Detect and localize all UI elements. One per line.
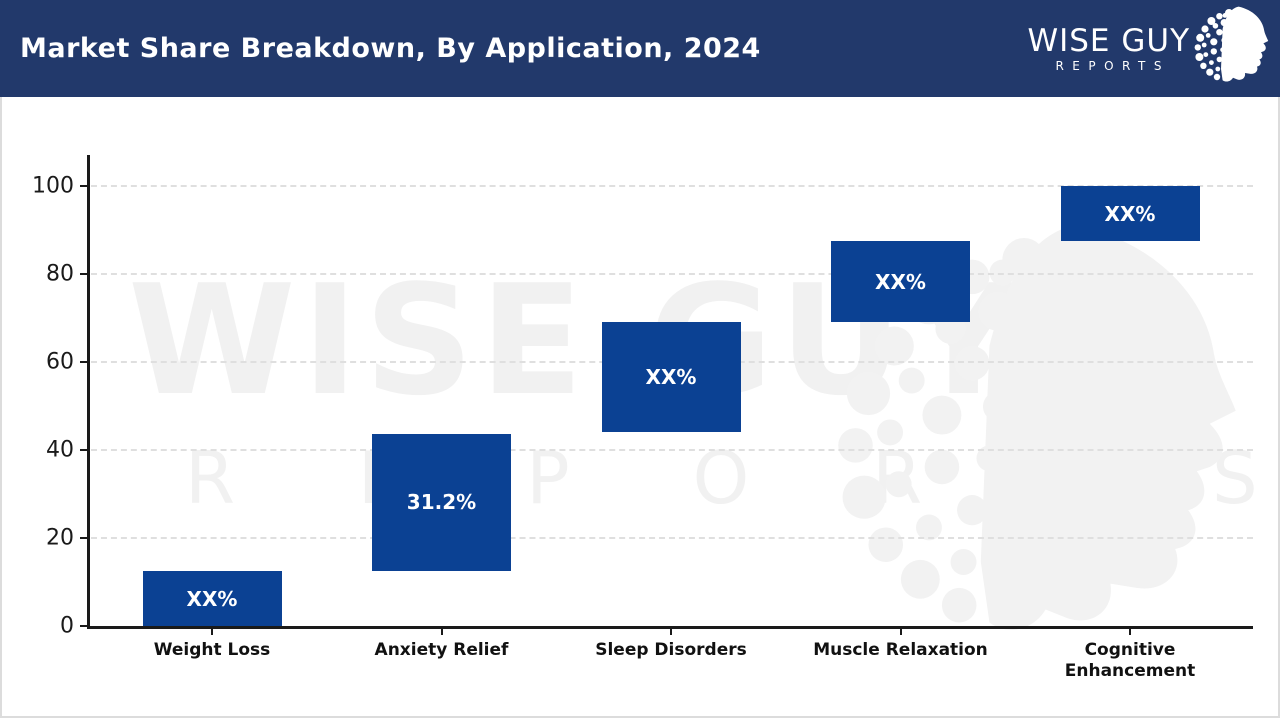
y-tick-label: 20	[46, 525, 74, 551]
y-gridline	[91, 537, 1253, 539]
y-axis-line	[87, 155, 90, 628]
y-tick-label: 80	[46, 261, 74, 287]
bar: XX%	[142, 571, 282, 626]
page-title: Market Share Breakdown, By Application, …	[20, 33, 761, 64]
y-tick	[80, 625, 88, 627]
bar-value-label: XX%	[875, 269, 926, 294]
brand-logo: WISE GUY REPORTS	[1027, 4, 1272, 94]
y-gridline	[91, 185, 1253, 187]
y-tick-label: 60	[46, 349, 74, 375]
y-tick	[80, 185, 88, 187]
y-tick	[80, 449, 88, 451]
x-category-label: Sleep Disorders	[595, 640, 747, 660]
x-category-label: Cognitive Enhancement	[1064, 640, 1196, 682]
y-tick	[80, 361, 88, 363]
y-tick-label: 40	[46, 437, 74, 463]
y-tick	[80, 537, 88, 539]
bar: XX%	[831, 241, 970, 323]
brand-subname: REPORTS	[1055, 59, 1170, 74]
y-tick-label: 0	[60, 613, 74, 639]
bar-value-label: XX%	[645, 365, 697, 390]
x-tick	[1129, 628, 1131, 635]
y-tick	[80, 273, 88, 275]
x-tick	[440, 628, 443, 635]
brand-logo-text: WISE GUY REPORTS	[1027, 25, 1190, 74]
bar-value-label: 31.2%	[406, 490, 477, 515]
x-tick	[899, 628, 902, 635]
dotted-head-icon	[1186, 5, 1272, 93]
y-gridline	[91, 273, 1253, 275]
bar: 31.2%	[372, 433, 511, 571]
header: Market Share Breakdown, By Application, …	[0, 0, 1280, 97]
brand-name: WISE GUY	[1027, 22, 1190, 59]
plot-area: WISE GUY R E P O R T S 0 20 40 60 80 100 XX% We…	[0, 97, 1280, 716]
bar-value-label: XX%	[186, 586, 238, 611]
x-category-label: Muscle Relaxation	[813, 640, 988, 660]
chart-area: WISE GUY R E P O R T S 0 20 40 60 80 100 XX% We…	[0, 97, 1280, 718]
bar-value-label: XX%	[1104, 201, 1156, 226]
y-gridline	[91, 449, 1253, 451]
x-category-label: Anxiety Relief	[374, 640, 509, 660]
x-tick	[211, 628, 213, 635]
x-category-label: Weight Loss	[153, 640, 271, 660]
bar: XX%	[601, 322, 741, 433]
bar: XX%	[1060, 186, 1200, 241]
y-tick-label: 100	[32, 173, 74, 199]
x-tick	[670, 628, 672, 635]
x-axis-line	[87, 626, 1253, 629]
